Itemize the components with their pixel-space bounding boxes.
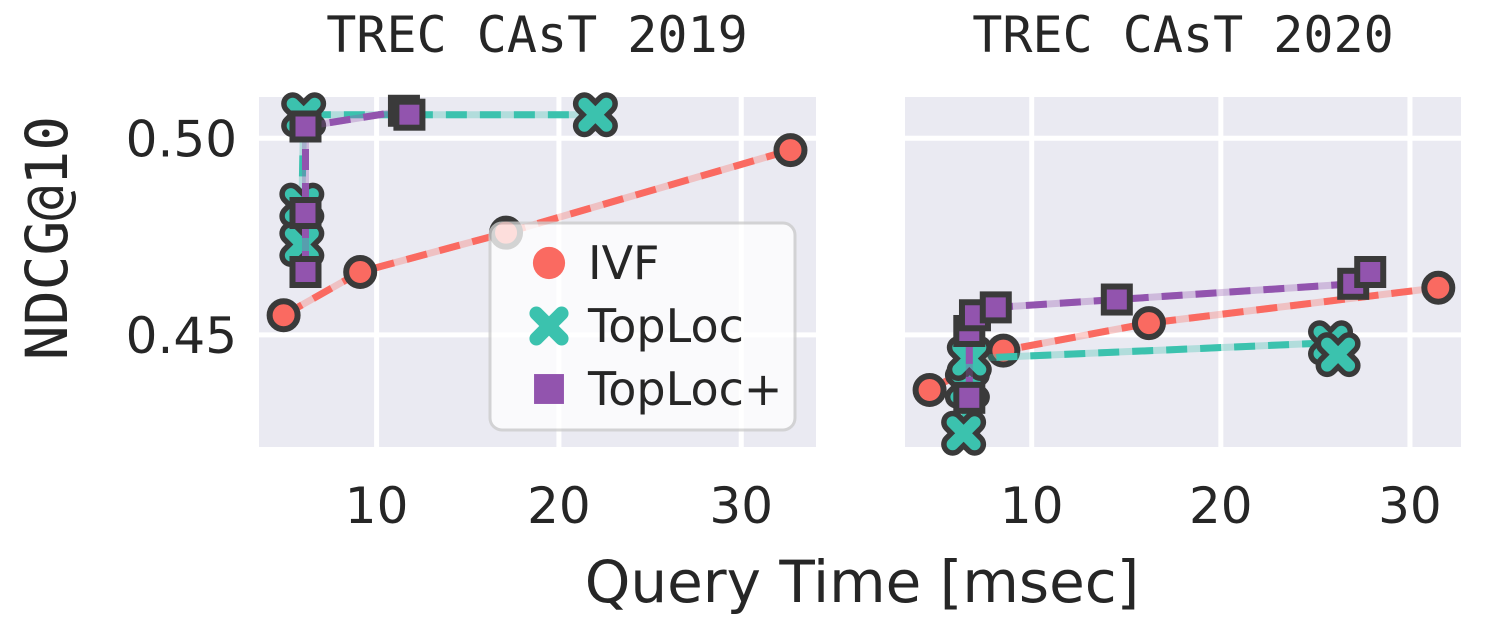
marker-square (289, 110, 322, 143)
marker-circle (1421, 270, 1456, 305)
marker-circle (343, 255, 378, 289)
x-tick-label: 20 (527, 477, 591, 535)
marker-square (534, 374, 564, 404)
marker-circle (912, 372, 947, 407)
y-tick-label: 0.45 (126, 307, 237, 365)
legend-label-TopLoc+: TopLoc+ (587, 362, 782, 416)
marker-square (979, 291, 1012, 324)
marker-square (393, 98, 426, 131)
x-tick-label: 10 (345, 477, 409, 535)
marker-circle (266, 298, 301, 333)
legend-label-TopLoc: TopLoc (587, 299, 744, 353)
x-tick-label: 30 (1378, 477, 1442, 535)
marker-x (284, 227, 319, 262)
x-tick-label: 20 (1189, 477, 1253, 535)
marker-x (578, 97, 613, 132)
marker-circle (532, 246, 566, 280)
marker-x (946, 416, 981, 451)
legend-box (488, 221, 797, 432)
marker-circle (1131, 306, 1166, 341)
legend: IVF TopLoc TopLoc+ (488, 221, 797, 432)
y-tick-label: 0.50 (126, 110, 237, 168)
marker-square (1354, 256, 1387, 288)
x-axis-label: Query Time [msec] (584, 548, 1140, 616)
y-axis-label: NDCG@10 (13, 115, 81, 361)
marker-square (1100, 283, 1133, 316)
plot-title-2020: TREC CAsT 2020 (972, 6, 1394, 64)
x-tick-label: 30 (709, 477, 773, 535)
marker-circle (773, 133, 808, 168)
plot-trec-cast-2020: 10 20 30 (905, 97, 1461, 535)
marker-square (289, 197, 322, 230)
plot-title-2019: TREC CAsT 2019 (326, 6, 748, 64)
marker-square (953, 381, 986, 414)
legend-label-IVF: IVF (588, 236, 660, 290)
marker-x (1321, 337, 1356, 372)
x-tick-label: 10 (1000, 477, 1064, 535)
marker-x (529, 306, 569, 346)
marker-square (289, 256, 322, 288)
series-IVF-line (281, 146, 792, 319)
plot-trec-cast-2019: 10 20 30 0.45 0.50 IVF TopLoc TopLoc+ (126, 92, 816, 535)
